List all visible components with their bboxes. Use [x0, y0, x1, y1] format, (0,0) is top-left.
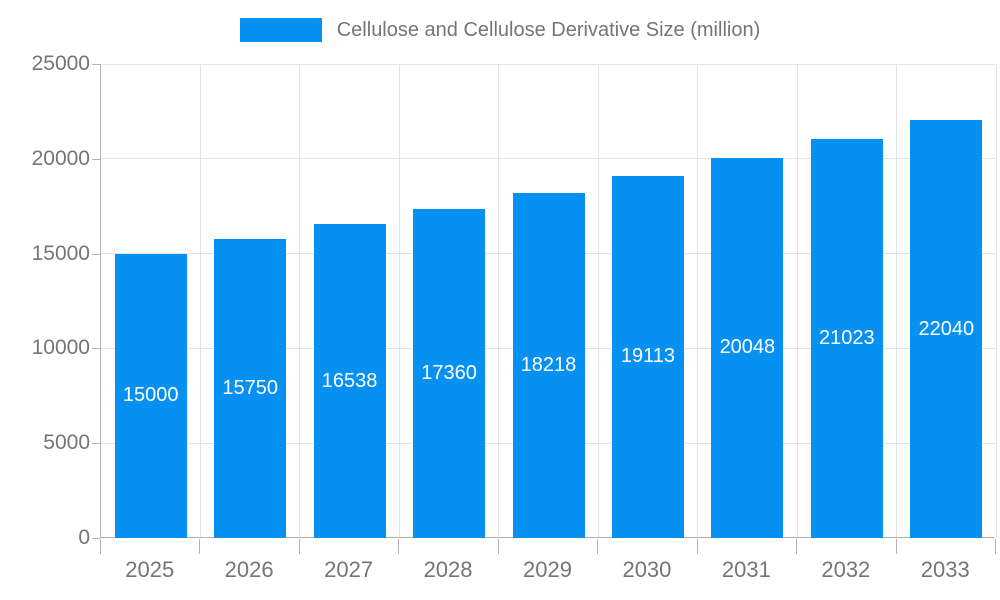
x-axis-tick [398, 539, 400, 554]
legend-label: Cellulose and Cellulose Derivative Size … [336, 18, 761, 41]
x-axis-tick [995, 539, 996, 554]
vertical-gridline [995, 64, 997, 537]
bar-value-label: 19113 [620, 345, 675, 368]
x-axis-tick [298, 539, 300, 554]
y-axis-tick [92, 64, 100, 65]
vertical-gridline [398, 64, 400, 537]
vertical-gridline [498, 64, 500, 537]
legend-swatch-icon [239, 18, 322, 42]
bar-2028: 17360 [413, 208, 486, 538]
x-axis-label: 2032 [821, 557, 871, 582]
x-axis-label: 2027 [324, 557, 374, 582]
bar-value-label: 16538 [321, 369, 378, 392]
bar-value-label: 21023 [819, 327, 875, 350]
x-axis-tick [696, 539, 698, 554]
vertical-gridline [796, 64, 798, 537]
y-axis-tick [92, 253, 100, 255]
vertical-gridline [896, 64, 898, 537]
bar-value-label: 22040 [918, 317, 975, 340]
vertical-gridline [697, 64, 699, 537]
x-axis-tick [100, 539, 101, 554]
x-axis-label: 2033 [920, 557, 970, 582]
vertical-gridline [597, 64, 599, 537]
x-axis-label: 2029 [523, 557, 572, 582]
y-axis-label: 10000 [31, 336, 90, 360]
y-axis-label: 0 [78, 526, 90, 549]
bar-value-label: 17360 [421, 361, 477, 384]
x-axis-tick [895, 539, 897, 554]
y-axis-tick [92, 538, 100, 539]
x-axis-label: 2026 [224, 557, 274, 582]
bar-value-label: 15750 [222, 377, 278, 400]
bar-2033: 22040 [910, 120, 983, 538]
y-axis-label: 25000 [31, 52, 90, 75]
bar-2029: 18218 [512, 192, 585, 538]
horizontal-gridline [101, 63, 995, 65]
bar-value-label: 15000 [122, 384, 179, 407]
y-axis-label: 15000 [31, 241, 90, 265]
y-axis-label: 5000 [43, 431, 90, 455]
bar-2032: 21023 [810, 139, 883, 538]
horizontal-gridline [101, 158, 995, 160]
bar-2031: 20048 [711, 157, 784, 538]
x-axis-label: 2031 [721, 557, 771, 582]
x-axis-label: 2028 [423, 557, 473, 582]
x-axis-tick [796, 539, 798, 554]
vertical-gridline [199, 64, 201, 537]
x-axis-label: 2025 [125, 557, 175, 582]
y-axis-tick [92, 158, 100, 160]
plot-area: 15000 15750 16538 17360 18218 19113 20048 21023… [100, 63, 997, 538]
x-axis-tick [199, 539, 201, 554]
y-axis-tick [92, 443, 100, 445]
bar-2027: 16538 [313, 224, 386, 538]
legend-item[interactable]: Cellulose and Cellulose Derivative Size … [0, 18, 1000, 42]
bar-2025: 15000 [114, 253, 187, 538]
x-axis-tick [497, 539, 499, 554]
bar-2026: 15750 [214, 239, 287, 538]
bar-value-label: 18218 [520, 353, 577, 376]
y-axis-label: 20000 [31, 146, 90, 170]
x-axis-label: 2030 [622, 557, 672, 582]
x-axis-tick [597, 539, 599, 554]
y-axis-tick [92, 348, 100, 350]
bar-2030: 19113 [611, 175, 684, 538]
bar-value-label: 20048 [719, 336, 776, 359]
vertical-gridline [299, 64, 301, 537]
